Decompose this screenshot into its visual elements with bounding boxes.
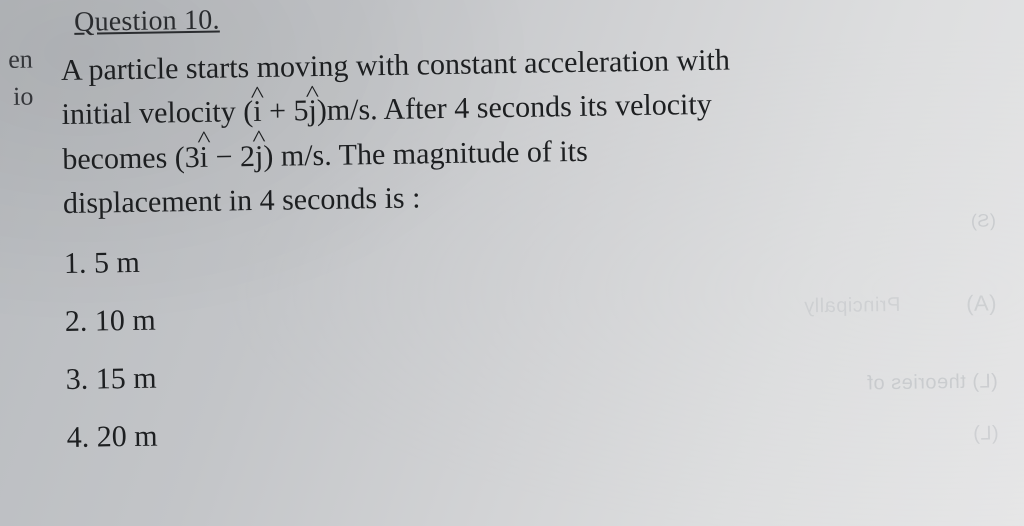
bleed-through-text: (A) [966,290,997,316]
margin-label: en [0,42,33,78]
bleed-through-text: (L) theories of [867,370,998,395]
vector-j: j [255,140,264,173]
option-1: 1. 5 m [64,234,978,278]
text: − 2 [208,140,255,174]
text: )m/s. After 4 seconds its velocity [317,88,712,127]
question-heading: Question 10. [74,0,974,39]
option-3: 3. 15 m [66,350,980,394]
vector-j: j [308,94,317,127]
question-body: A particle starts moving with constant a… [61,35,978,227]
text: becomes (3 [62,141,200,176]
text: ) m/s. The magnitude of its [263,135,588,173]
bleed-through-text: Principally [804,294,901,319]
text: initial velocity ( [61,95,253,131]
margin-labels: en io [0,42,34,117]
margin-label: io [0,79,34,115]
vector-i: i [199,141,208,174]
bleed-through-text: (S) [970,210,996,231]
option-4: 4. 20 m [66,408,980,452]
bleed-through-text: (L) [973,422,999,445]
page: Question 10. en io A particle starts mov… [0,0,1024,526]
options-list: 1. 5 m 2. 10 m 3. 15 m 4. 20 m [64,234,981,452]
text: + 5 [261,95,308,129]
